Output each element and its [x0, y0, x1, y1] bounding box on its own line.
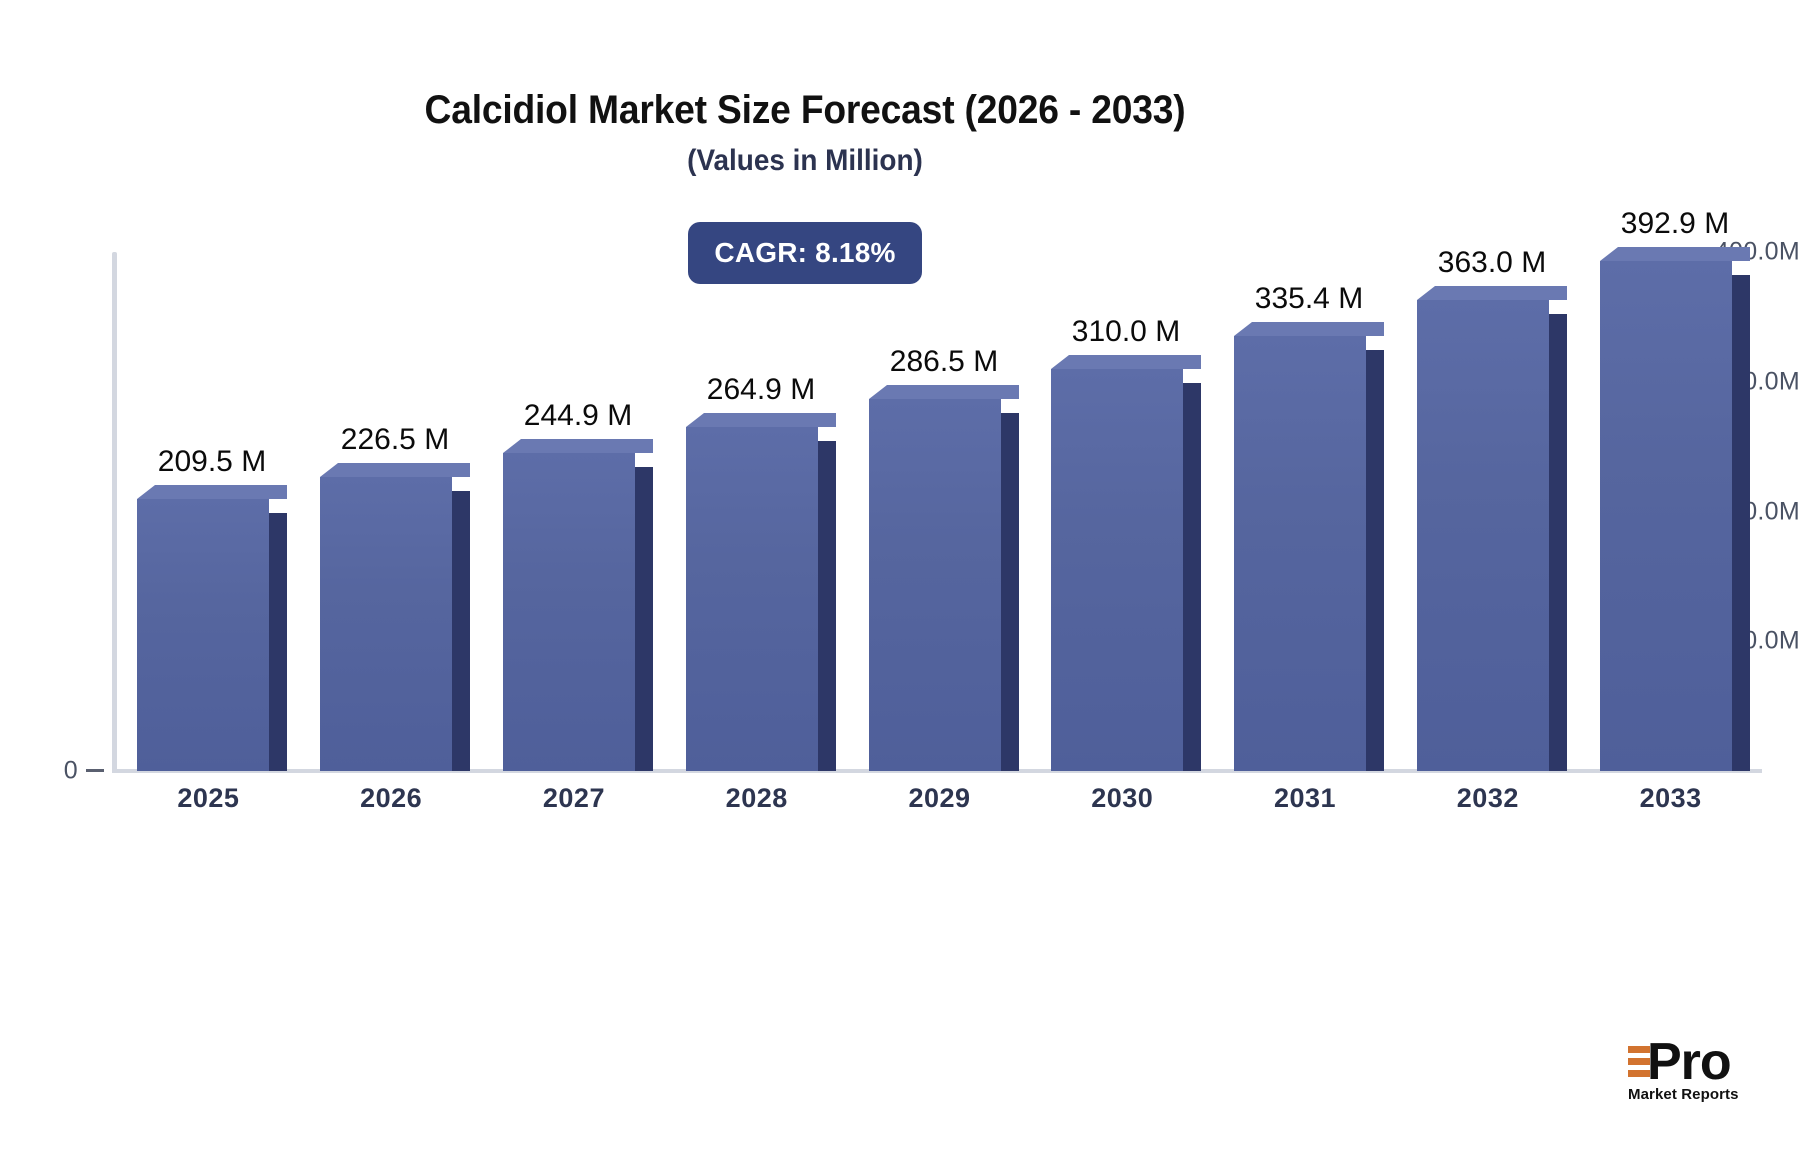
bar-side-face [1183, 383, 1201, 771]
bar-top-face [1234, 322, 1384, 336]
cagr-badge-label: CAGR: 8.18% [714, 237, 896, 268]
cagr-badge: CAGR: 8.18% [688, 222, 922, 284]
logo-stripes-icon [1628, 1046, 1652, 1082]
bar-side-face [1549, 314, 1567, 771]
bar-side-face [269, 513, 287, 771]
bar-value-label: 392.9 M [1620, 207, 1730, 240]
bar-value-label: 286.5 M [889, 345, 999, 378]
x-axis-tick-label: 2031 [1274, 783, 1337, 813]
bar-front-face [503, 453, 635, 771]
x-axis-tick-label: 2028 [725, 783, 788, 813]
bar-side-face [1732, 275, 1750, 771]
y-axis-tick-label: 0 [63, 756, 78, 785]
bar-2030[interactable]: 310.0 M [1051, 315, 1201, 771]
bar-top-face [686, 413, 836, 427]
bar-value-label: 209.5 M [157, 445, 267, 478]
logo-wordmark: Pro [1647, 1033, 1732, 1091]
bar-top-face [1600, 247, 1750, 261]
bar-front-face [1600, 261, 1732, 771]
chart-subtitle: (Values in Million) [687, 144, 923, 177]
bar-front-face [869, 399, 1001, 771]
bar-front-face [137, 499, 269, 771]
bar-top-face [503, 439, 653, 453]
bar-front-face [1417, 300, 1549, 771]
x-axis-tick-label: 2026 [360, 783, 423, 813]
bar-2028[interactable]: 264.9 M [686, 373, 836, 771]
bar-value-label: 264.9 M [706, 373, 816, 406]
x-axis-tick-label: 2032 [1456, 783, 1519, 813]
x-axis-tick-label: 2029 [908, 783, 971, 813]
bar-top-face [137, 485, 287, 499]
page-title: Calcidiol Market Size Forecast (2026 - 2… [424, 88, 1186, 132]
bar-value-label: 226.5 M [340, 423, 450, 456]
bar-side-face [635, 467, 653, 771]
logo-tagline: Market Reports [1628, 1086, 1739, 1103]
y-axis-line [112, 252, 117, 772]
bar-front-face [686, 427, 818, 771]
bar-top-face [869, 385, 1019, 399]
bar-2032[interactable]: 363.0 M [1417, 246, 1567, 771]
bar-top-face [1417, 286, 1567, 300]
x-axis-line [112, 769, 1762, 773]
bar-front-face [320, 477, 452, 771]
bar-front-face [1234, 336, 1366, 771]
title-block: Calcidiol Market Size Forecast (2026 - 2… [0, 88, 1610, 178]
bar-side-face [1001, 413, 1019, 771]
bar-2031[interactable]: 335.4 M [1234, 282, 1384, 771]
x-axis-tick-label: 2030 [1091, 783, 1154, 813]
bar-side-face [1366, 350, 1384, 771]
bar-value-label: 244.9 M [523, 399, 633, 432]
bar-value-label: 310.0 M [1071, 315, 1181, 348]
x-axis-tick-label: 2027 [542, 783, 605, 813]
bar-value-label: 363.0 M [1437, 246, 1547, 279]
bar-2033[interactable]: 392.9 M [1600, 207, 1750, 771]
x-axis-tick-label: 2025 [177, 783, 240, 813]
bar-2027[interactable]: 244.9 M [503, 399, 653, 771]
bar-value-label: 335.4 M [1254, 282, 1364, 315]
bar-2029[interactable]: 286.5 M [869, 345, 1019, 771]
bar-side-face [452, 491, 470, 771]
bar-2026[interactable]: 226.5 M [320, 423, 470, 771]
bar-front-face [1051, 369, 1183, 771]
bar-top-face [1051, 355, 1201, 369]
bar-side-face [818, 441, 836, 771]
y-axis-zero-tick [86, 769, 104, 772]
x-axis-tick-label: 2033 [1639, 783, 1702, 813]
bar-2025[interactable]: 209.5 M [137, 445, 287, 771]
brand-logo: Pro Market Reports [1628, 1033, 1788, 1120]
bar-top-face [320, 463, 470, 477]
